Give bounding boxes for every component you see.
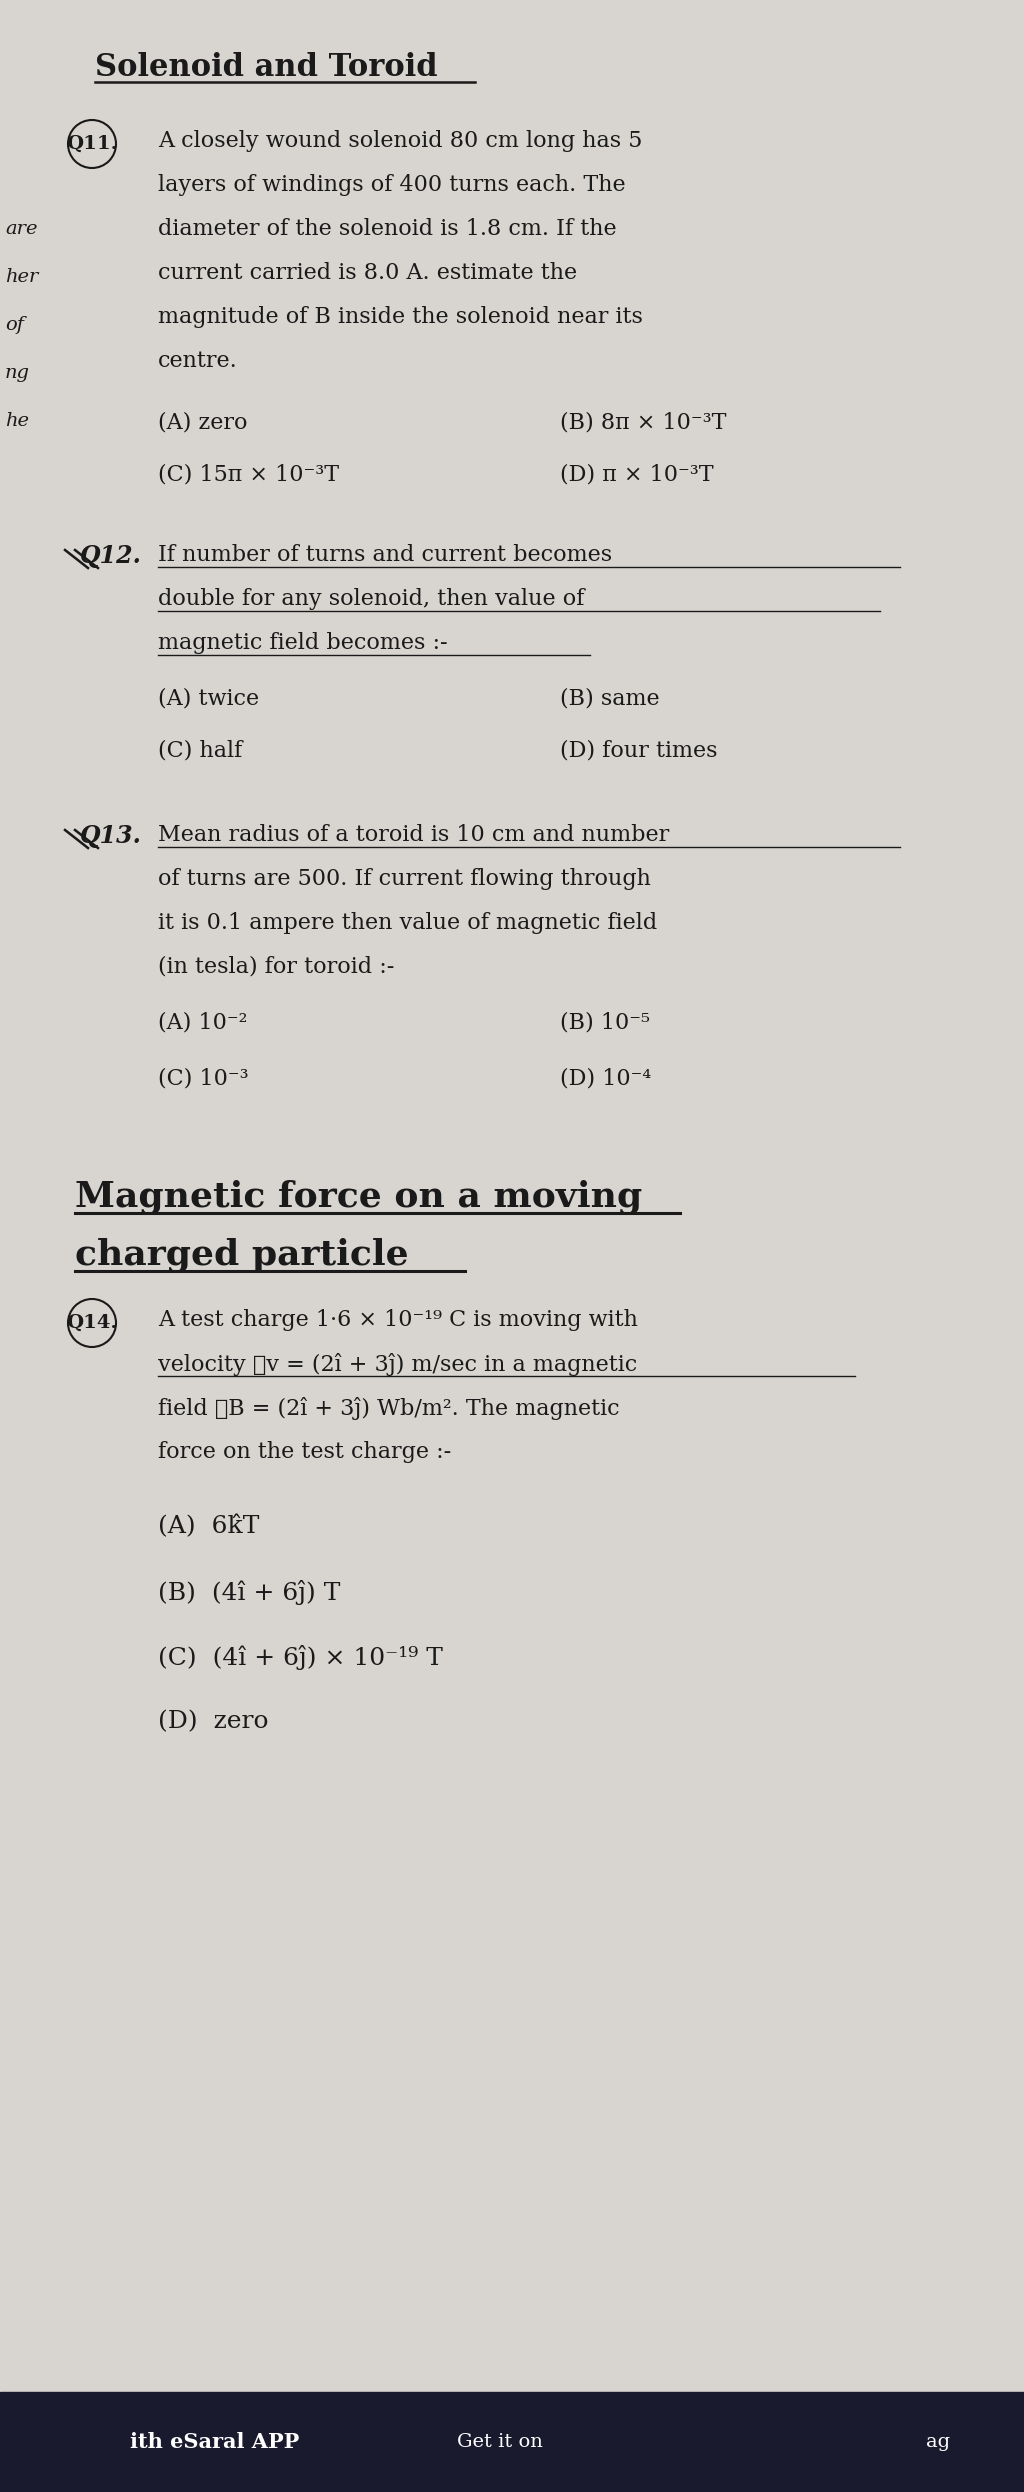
Text: Mean radius of a toroid is 10 cm and number: Mean radius of a toroid is 10 cm and num… [158,825,670,845]
Text: double for any solenoid, then value of: double for any solenoid, then value of [158,588,585,611]
Text: A test charge 1·6 × 10⁻¹⁹ C is moving with: A test charge 1·6 × 10⁻¹⁹ C is moving wi… [158,1308,638,1331]
Text: (D) π × 10⁻³T: (D) π × 10⁻³T [560,464,714,486]
Text: (A) twice: (A) twice [158,688,259,710]
Text: (C) 10⁻³: (C) 10⁻³ [158,1069,249,1089]
Text: Q14.: Q14. [67,1313,118,1333]
Text: field ⃗B = (2î + 3ĵ) Wb/m². The magnetic: field ⃗B = (2î + 3ĵ) Wb/m². The magnetic [158,1398,620,1420]
Text: are: are [5,219,38,239]
Text: charged particle: charged particle [75,1236,409,1271]
Text: (D) 10⁻⁴: (D) 10⁻⁴ [560,1069,651,1089]
Text: (B)  (4î + 6ĵ) T: (B) (4î + 6ĵ) T [158,1580,340,1605]
Text: it is 0.1 ampere then value of magnetic field: it is 0.1 ampere then value of magnetic … [158,912,657,934]
Text: current carried is 8.0 A. estimate the: current carried is 8.0 A. estimate the [158,262,578,284]
Text: (C)  (4î + 6ĵ) × 10⁻¹⁹ T: (C) (4î + 6ĵ) × 10⁻¹⁹ T [158,1645,442,1670]
Text: (B) 8π × 10⁻³T: (B) 8π × 10⁻³T [560,411,726,434]
Text: (in tesla) for toroid :-: (in tesla) for toroid :- [158,957,394,977]
Text: Q13.: Q13. [80,825,142,847]
Text: magnetic field becomes :-: magnetic field becomes :- [158,633,447,653]
Text: velocity ⃗v = (2î + 3ĵ) m/sec in a magnetic: velocity ⃗v = (2î + 3ĵ) m/sec in a magne… [158,1353,637,1376]
Text: If number of turns and current becomes: If number of turns and current becomes [158,543,612,566]
Text: layers of windings of 400 turns each. The: layers of windings of 400 turns each. Th… [158,174,626,197]
Text: Q11.: Q11. [67,135,118,152]
Text: ag: ag [926,2432,950,2452]
Text: (C) half: (C) half [158,740,243,763]
Text: her: her [5,269,38,287]
Text: centre.: centre. [158,349,238,371]
Text: (B) 10⁻⁵: (B) 10⁻⁵ [560,1012,650,1034]
Text: force on the test charge :-: force on the test charge :- [158,1440,452,1463]
Bar [0,2392,1024,2492]
Text: (A) zero: (A) zero [158,411,248,434]
Text: Solenoid and Toroid: Solenoid and Toroid [95,52,437,82]
Text: Magnetic force on a moving: Magnetic force on a moving [75,1179,642,1214]
Text: Q12.: Q12. [80,543,142,568]
Text: he: he [5,411,29,431]
Text: (D)  zero: (D) zero [158,1710,268,1732]
Text: magnitude of B inside the solenoid near its: magnitude of B inside the solenoid near … [158,307,643,329]
Text: (C) 15π × 10⁻³T: (C) 15π × 10⁻³T [158,464,339,486]
Text: diameter of the solenoid is 1.8 cm. If the: diameter of the solenoid is 1.8 cm. If t… [158,217,616,239]
Text: (B) same: (B) same [560,688,659,710]
Text: of: of [5,316,24,334]
Text: (D) four times: (D) four times [560,740,718,763]
Text: of turns are 500. If current flowing through: of turns are 500. If current flowing thr… [158,867,651,890]
Text: ng: ng [5,364,30,381]
Text: Get it on: Get it on [457,2432,543,2452]
Text: (A)  6k̂T: (A) 6k̂T [158,1515,259,1538]
Text: (A) 10⁻²: (A) 10⁻² [158,1012,248,1034]
Text: ith eSaral APP: ith eSaral APP [130,2432,299,2452]
Text: A closely wound solenoid 80 cm long has 5: A closely wound solenoid 80 cm long has … [158,130,642,152]
